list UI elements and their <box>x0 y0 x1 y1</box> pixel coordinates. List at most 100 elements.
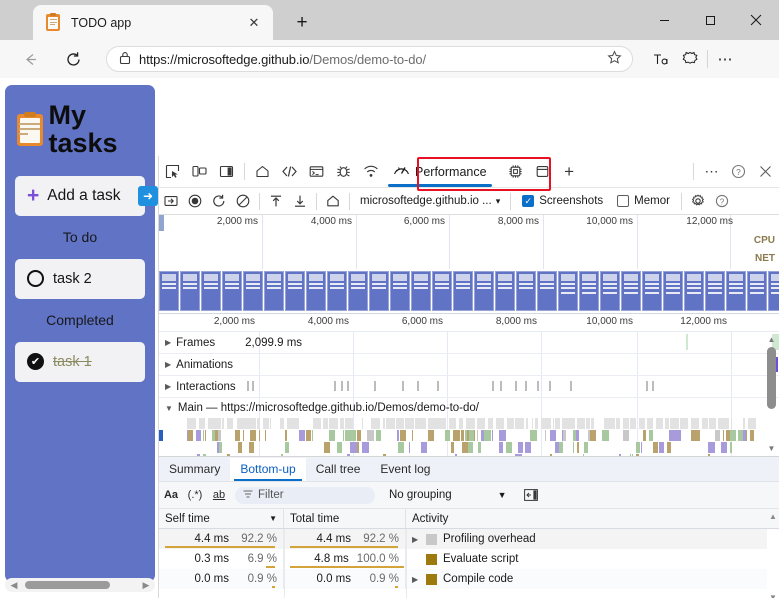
flame-block[interactable] <box>453 430 460 441</box>
flame-block[interactable] <box>415 418 419 429</box>
tab-summary[interactable]: Summary <box>169 462 221 476</box>
flame-block[interactable] <box>188 430 193 441</box>
filter-input[interactable]: Filter <box>235 486 375 504</box>
flame-block[interactable] <box>550 430 556 441</box>
flame-block[interactable] <box>219 442 222 453</box>
home-icon[interactable] <box>249 158 276 185</box>
filmstrip-frame[interactable] <box>663 271 683 311</box>
flame-block[interactable] <box>515 454 522 456</box>
filmstrip-frame[interactable] <box>747 271 767 311</box>
console-icon[interactable] <box>303 158 330 185</box>
flame-block[interactable] <box>659 442 664 453</box>
checkbox-icon[interactable] <box>617 195 630 207</box>
flame-block[interactable] <box>347 454 350 456</box>
flame-block[interactable] <box>577 442 579 453</box>
flame-block[interactable] <box>492 430 493 441</box>
close-icon[interactable] <box>733 0 779 40</box>
memory-icon[interactable] <box>502 158 529 185</box>
flame-block[interactable] <box>585 442 588 453</box>
upload-icon[interactable] <box>264 189 288 213</box>
flame-block[interactable] <box>636 442 640 453</box>
tab-close-icon[interactable]: ✕ <box>248 14 260 30</box>
filmstrip-frame[interactable] <box>579 271 599 311</box>
timeline-overview[interactable]: 2,000 ms 4,000 ms 6,000 ms 8,000 ms 10,0… <box>159 215 779 314</box>
flame-block[interactable] <box>576 430 579 441</box>
flame-block[interactable] <box>547 418 551 429</box>
flame-block[interactable] <box>656 418 663 429</box>
flame-block[interactable] <box>227 418 229 429</box>
flame-block[interactable] <box>217 442 219 453</box>
flame-block[interactable] <box>455 454 457 456</box>
flame-block[interactable] <box>619 454 621 456</box>
expand-icon[interactable]: ▶ <box>412 574 419 584</box>
elements-icon[interactable] <box>276 158 303 185</box>
flame-block[interactable] <box>623 430 629 441</box>
flame-block[interactable] <box>604 418 608 429</box>
flame-block[interactable] <box>391 418 394 429</box>
flame-block[interactable] <box>292 418 299 429</box>
flame-block[interactable] <box>343 430 344 441</box>
inspect-icon[interactable] <box>159 158 186 185</box>
filmstrip-frame[interactable] <box>705 271 725 311</box>
flame-block[interactable] <box>340 418 344 429</box>
filmstrip-frame[interactable] <box>285 271 305 311</box>
filmstrip-frame[interactable] <box>516 271 536 311</box>
flame-block[interactable] <box>708 454 710 456</box>
track-row-animations[interactable]: ▶ Animations <box>159 354 779 376</box>
filmstrip-frame[interactable] <box>474 271 494 311</box>
flame-block[interactable] <box>312 430 313 441</box>
flame-block[interactable] <box>192 418 196 429</box>
flame-block[interactable] <box>709 418 711 429</box>
flame-block[interactable] <box>459 418 463 429</box>
filmstrip-frame[interactable] <box>327 271 347 311</box>
flame-block[interactable] <box>636 454 639 456</box>
expand-icon[interactable]: ▶ <box>165 382 172 391</box>
flame-block[interactable] <box>196 430 201 441</box>
add-task-field[interactable]: + Add a task ➜ <box>15 175 158 216</box>
settings-more-icon[interactable]: ⋯ <box>717 51 733 68</box>
flame-block[interactable] <box>362 442 369 453</box>
home-icon[interactable] <box>321 189 345 213</box>
flame-block[interactable] <box>285 442 289 453</box>
flame-block[interactable] <box>265 430 266 441</box>
tracks-vertical-scrollbar[interactable]: ▲ ▼ <box>766 333 777 454</box>
flame-block[interactable] <box>285 430 287 441</box>
flame-block[interactable] <box>716 430 720 441</box>
flame-block[interactable] <box>746 430 747 441</box>
flame-block[interactable] <box>237 418 240 429</box>
flame-block[interactable] <box>750 430 754 441</box>
flame-block[interactable] <box>250 430 256 441</box>
flame-block[interactable] <box>397 430 399 441</box>
flame-block[interactable] <box>525 442 531 453</box>
flame-block[interactable] <box>371 418 379 429</box>
flame-block[interactable] <box>451 442 454 453</box>
flame-block[interactable] <box>563 430 566 441</box>
flame-block[interactable] <box>419 418 420 429</box>
flame-block[interactable] <box>376 430 381 441</box>
flame-block[interactable] <box>199 418 205 429</box>
flame-block[interactable] <box>345 430 352 441</box>
flame-block[interactable] <box>229 418 233 429</box>
filmstrip-frame[interactable] <box>201 271 221 311</box>
flame-block[interactable] <box>465 430 467 441</box>
flame-block[interactable] <box>484 430 491 441</box>
flame-block[interactable] <box>468 442 473 453</box>
flame-block[interactable] <box>477 430 478 441</box>
clear-icon[interactable] <box>231 189 255 213</box>
scroll-up-icon[interactable]: ▲ <box>769 512 777 521</box>
table-vertical-scrollbar[interactable]: ▲ ▼ <box>767 512 779 598</box>
flame-block[interactable] <box>726 430 730 441</box>
add-task-submit-button[interactable]: ➜ <box>138 185 158 206</box>
regex-button[interactable]: (.*) <box>187 489 203 501</box>
flame-block[interactable] <box>428 418 437 429</box>
flame-block[interactable] <box>445 430 450 441</box>
flame-block[interactable] <box>488 418 493 429</box>
filmstrip-frame[interactable] <box>306 271 326 311</box>
flame-block[interactable] <box>623 418 629 429</box>
flame-block[interactable] <box>748 418 756 429</box>
record-icon[interactable] <box>183 189 207 213</box>
flame-block[interactable] <box>695 418 699 429</box>
track-row-interactions[interactable]: ▶ Interactions <box>159 376 779 398</box>
help-icon[interactable]: ? <box>710 189 734 213</box>
flame-block[interactable] <box>469 430 474 441</box>
